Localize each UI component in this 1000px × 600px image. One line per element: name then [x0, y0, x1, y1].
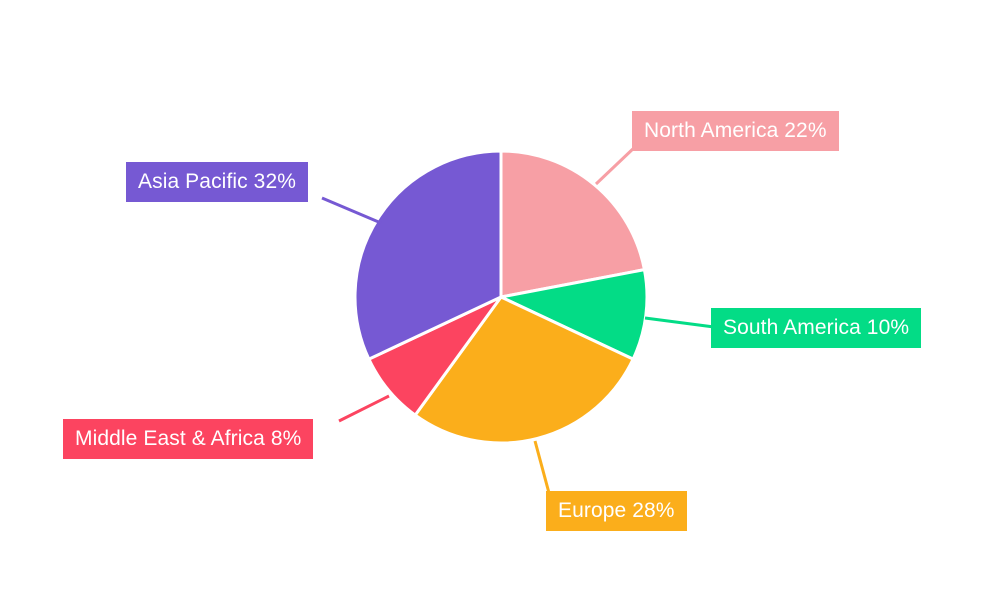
pie-slice-asia-pacific[interactable]: [353, 149, 503, 361]
callout-text-south-america: South America 10%: [723, 316, 910, 339]
callout-text-north-america: North America 22%: [644, 119, 827, 142]
callout-label-asia-pacific[interactable]: Asia Pacific 32%: [126, 162, 309, 202]
callout-text-asia-pacific: Asia Pacific 32%: [138, 170, 297, 193]
callout-text-europe: Europe 28%: [558, 499, 675, 522]
pie-slices-group: [353, 149, 649, 445]
pie-slice-north-america[interactable]: [499, 149, 646, 299]
callout-label-europe[interactable]: Europe 28%: [546, 491, 687, 531]
pie-slice-south-america[interactable]: [499, 268, 649, 361]
callout-label-south-america[interactable]: South America 10%: [711, 308, 922, 348]
leader-line-middle-east-africa: [338, 394, 390, 423]
leader-line-south-america: [644, 316, 715, 329]
pie-slice-europe[interactable]: [413, 295, 635, 445]
leader-line-asia-pacific: [321, 196, 382, 225]
callout-label-middle-east-africa[interactable]: Middle East & Africa 8%: [63, 419, 314, 459]
callout-text-middle-east-africa: Middle East & Africa 8%: [75, 427, 302, 450]
leader-line-north-america: [594, 144, 638, 186]
leader-line-europe: [533, 440, 551, 494]
leader-lines-group: [321, 144, 715, 494]
callout-label-north-america[interactable]: North America 22%: [632, 111, 839, 151]
